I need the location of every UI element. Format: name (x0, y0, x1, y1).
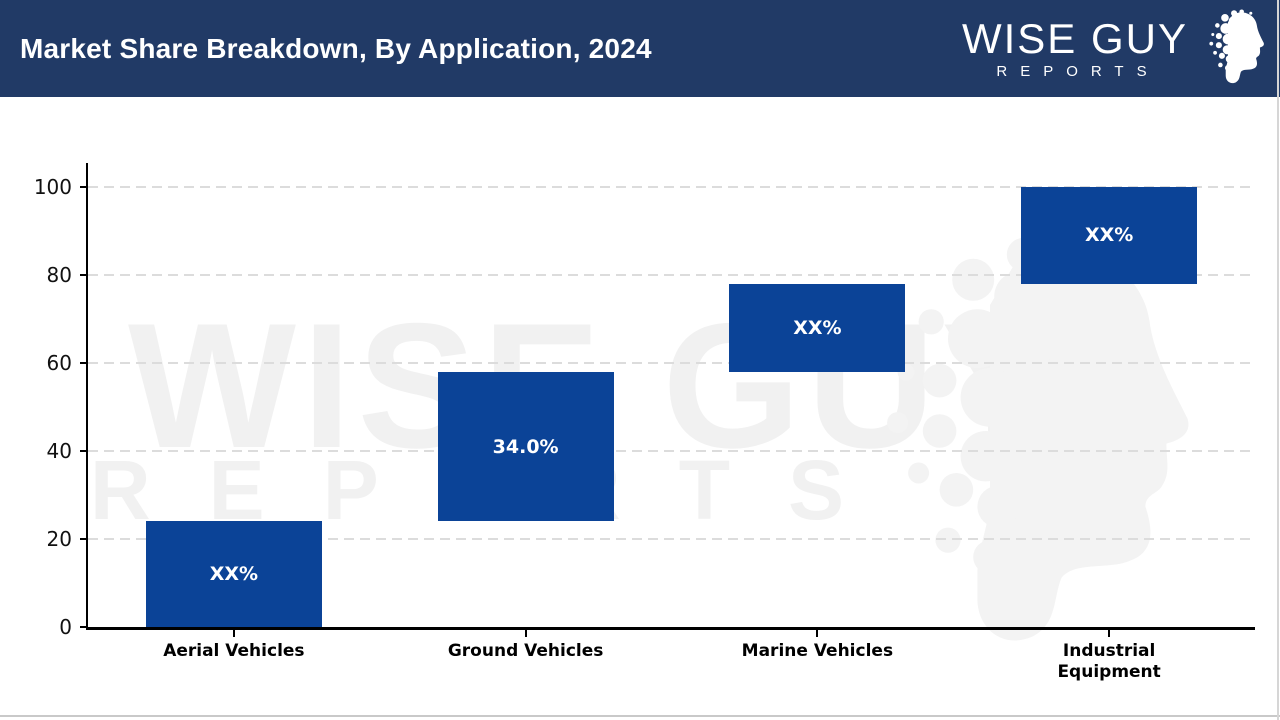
y-axis-tick-label: 40 (46, 439, 72, 463)
right-border (1277, 0, 1279, 720)
bar-value-label: XX% (1084, 224, 1134, 247)
y-axis-tick-mark (80, 538, 88, 540)
page-title: Market Share Breakdown, By Application, … (20, 32, 652, 64)
wiseguy-logo: WISE GUY REPORTS (962, 0, 1280, 97)
bottom-border (0, 715, 1280, 717)
gridline (88, 186, 1255, 188)
y-axis-tick-mark (80, 362, 88, 364)
bar-marine-vehicles: XX% (729, 283, 906, 372)
bar-ground-vehicles: 34.0% (437, 371, 614, 522)
wiseguy-head-icon (1209, 8, 1264, 83)
x-axis-tick-mark (232, 630, 235, 637)
bar-aerial-vehicles: XX% (145, 521, 322, 627)
bar-industrial-equipment: XX% (1021, 187, 1198, 284)
gridline (88, 450, 1255, 452)
bar-value-label: XX% (209, 563, 259, 586)
logo-text: WISE GUY REPORTS (961, 15, 1188, 80)
header-bar: Market Share Breakdown, By Application, … (0, 0, 1280, 97)
x-axis-line (86, 627, 1255, 630)
x-axis-category-label: Industrial Equipment (1057, 641, 1161, 682)
x-axis-tick-mark (1108, 630, 1111, 637)
y-axis-tick-mark (80, 626, 88, 628)
x-axis-tick-mark (816, 630, 819, 637)
y-axis-tick-label: 0 (59, 615, 72, 639)
gridline (88, 274, 1255, 276)
y-axis-tick-label: 60 (46, 351, 72, 375)
logo-subtitle: REPORTS (996, 63, 1160, 80)
y-axis-tick-label: 80 (46, 263, 72, 287)
watermark-head-icon (887, 233, 1189, 641)
y-axis-line (86, 163, 88, 629)
y-axis-tick-label: 20 (46, 527, 72, 551)
y-axis-tick-label: 100 (33, 175, 72, 199)
y-axis-tick-mark (80, 186, 88, 188)
x-axis-category-label: Ground Vehicles (447, 641, 604, 661)
x-axis-tick-mark (524, 630, 527, 637)
x-axis-category-label: Marine Vehicles (741, 641, 894, 661)
x-axis-category-label: Aerial Vehicles (163, 641, 305, 661)
bar-value-label: 34.0% (492, 435, 559, 458)
bar-value-label: XX% (793, 316, 842, 339)
y-axis-tick-mark (80, 274, 88, 276)
gridline (88, 362, 1255, 364)
logo-wordmark: WISE GUY (961, 15, 1188, 62)
y-axis-tick-mark (80, 450, 88, 452)
gridline (88, 538, 1255, 540)
